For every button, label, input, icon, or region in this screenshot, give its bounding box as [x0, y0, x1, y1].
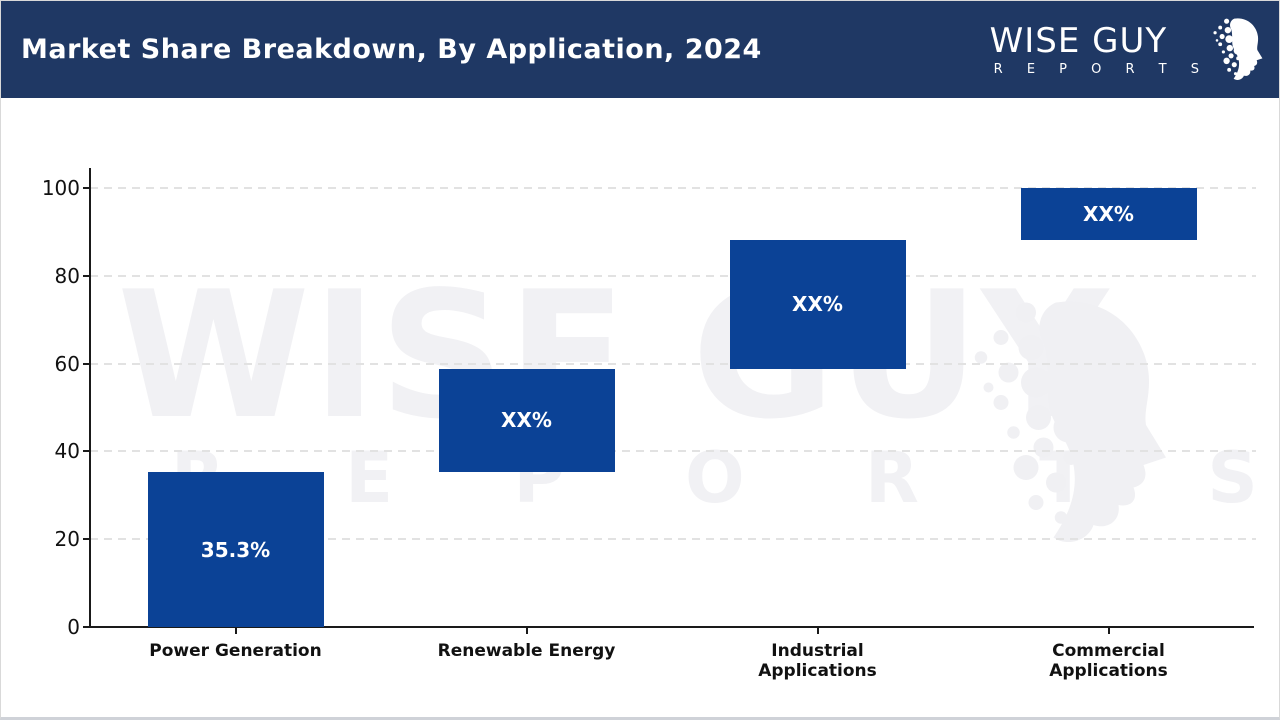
logo-wiseguy-text: WISE GUY — [989, 20, 1168, 61]
y-tick-40 — [83, 450, 90, 453]
category-label-industrial-applications: Industrial Applications — [703, 641, 933, 681]
page-title: Market Share Breakdown, By Application, … — [21, 34, 762, 65]
gridline-20 — [90, 538, 1256, 541]
bar-label-power-generation: 35.3% — [200, 537, 271, 562]
y-axis — [89, 168, 91, 628]
category-label-line: Power Generation — [149, 641, 322, 661]
category-label-line: Commercial — [1052, 641, 1165, 661]
category-label-commercial-applications: Commercial Applications — [994, 641, 1224, 681]
bar-industrial-applications — [729, 239, 906, 369]
gridline-100 — [90, 187, 1256, 189]
x-tick-renewable-energy — [525, 627, 528, 634]
gridline-40 — [90, 450, 1256, 453]
y-tick-label-40: 40 — [54, 439, 80, 464]
gridline-60 — [90, 362, 1256, 365]
logo-text: WISE GUY R E P O R T S — [989, 20, 1209, 78]
header: Market Share Breakdown, By Application, … — [1, 1, 1279, 98]
bar-label-renewable-energy: XX% — [501, 408, 552, 433]
category-label-line: Renewable Energy — [437, 641, 616, 661]
wiseguy-logo: WISE GUY R E P O R T S — [990, 10, 1265, 90]
bar-power-generation — [147, 472, 324, 627]
y-tick-100 — [83, 187, 90, 189]
bar-label-commercial-applications: XX% — [1083, 201, 1134, 226]
x-tick-power-generation — [234, 627, 237, 634]
x-tick-commercial-applications — [1107, 627, 1110, 634]
x-tick-industrial-applications — [816, 627, 819, 634]
y-tick-60 — [83, 362, 90, 365]
y-tick-label-100: 100 — [41, 176, 80, 200]
category-label-renewable-energy: Renewable Energy — [412, 641, 642, 661]
x-axis — [90, 626, 1254, 628]
y-tick-label-0: 0 — [67, 615, 80, 639]
y-tick-label-60: 60 — [54, 351, 80, 376]
category-label-line: Applications — [758, 661, 877, 681]
bar-label-industrial-applications: XX% — [792, 292, 843, 317]
category-label-power-generation: Power Generation — [121, 641, 351, 661]
y-tick-80 — [83, 274, 90, 277]
y-tick-0 — [83, 626, 90, 628]
y-tick-label-20: 20 — [54, 527, 80, 552]
logo-reports-text: R E P O R T S — [993, 62, 1209, 78]
category-label-line: Industrial — [771, 641, 864, 661]
bar-commercial-applications — [1020, 188, 1197, 240]
gridline-80 — [90, 274, 1256, 277]
y-tick-label-80: 80 — [54, 263, 80, 288]
y-tick-20 — [83, 538, 90, 541]
category-label-line: Applications — [1049, 661, 1168, 681]
bar-renewable-energy — [438, 368, 615, 473]
